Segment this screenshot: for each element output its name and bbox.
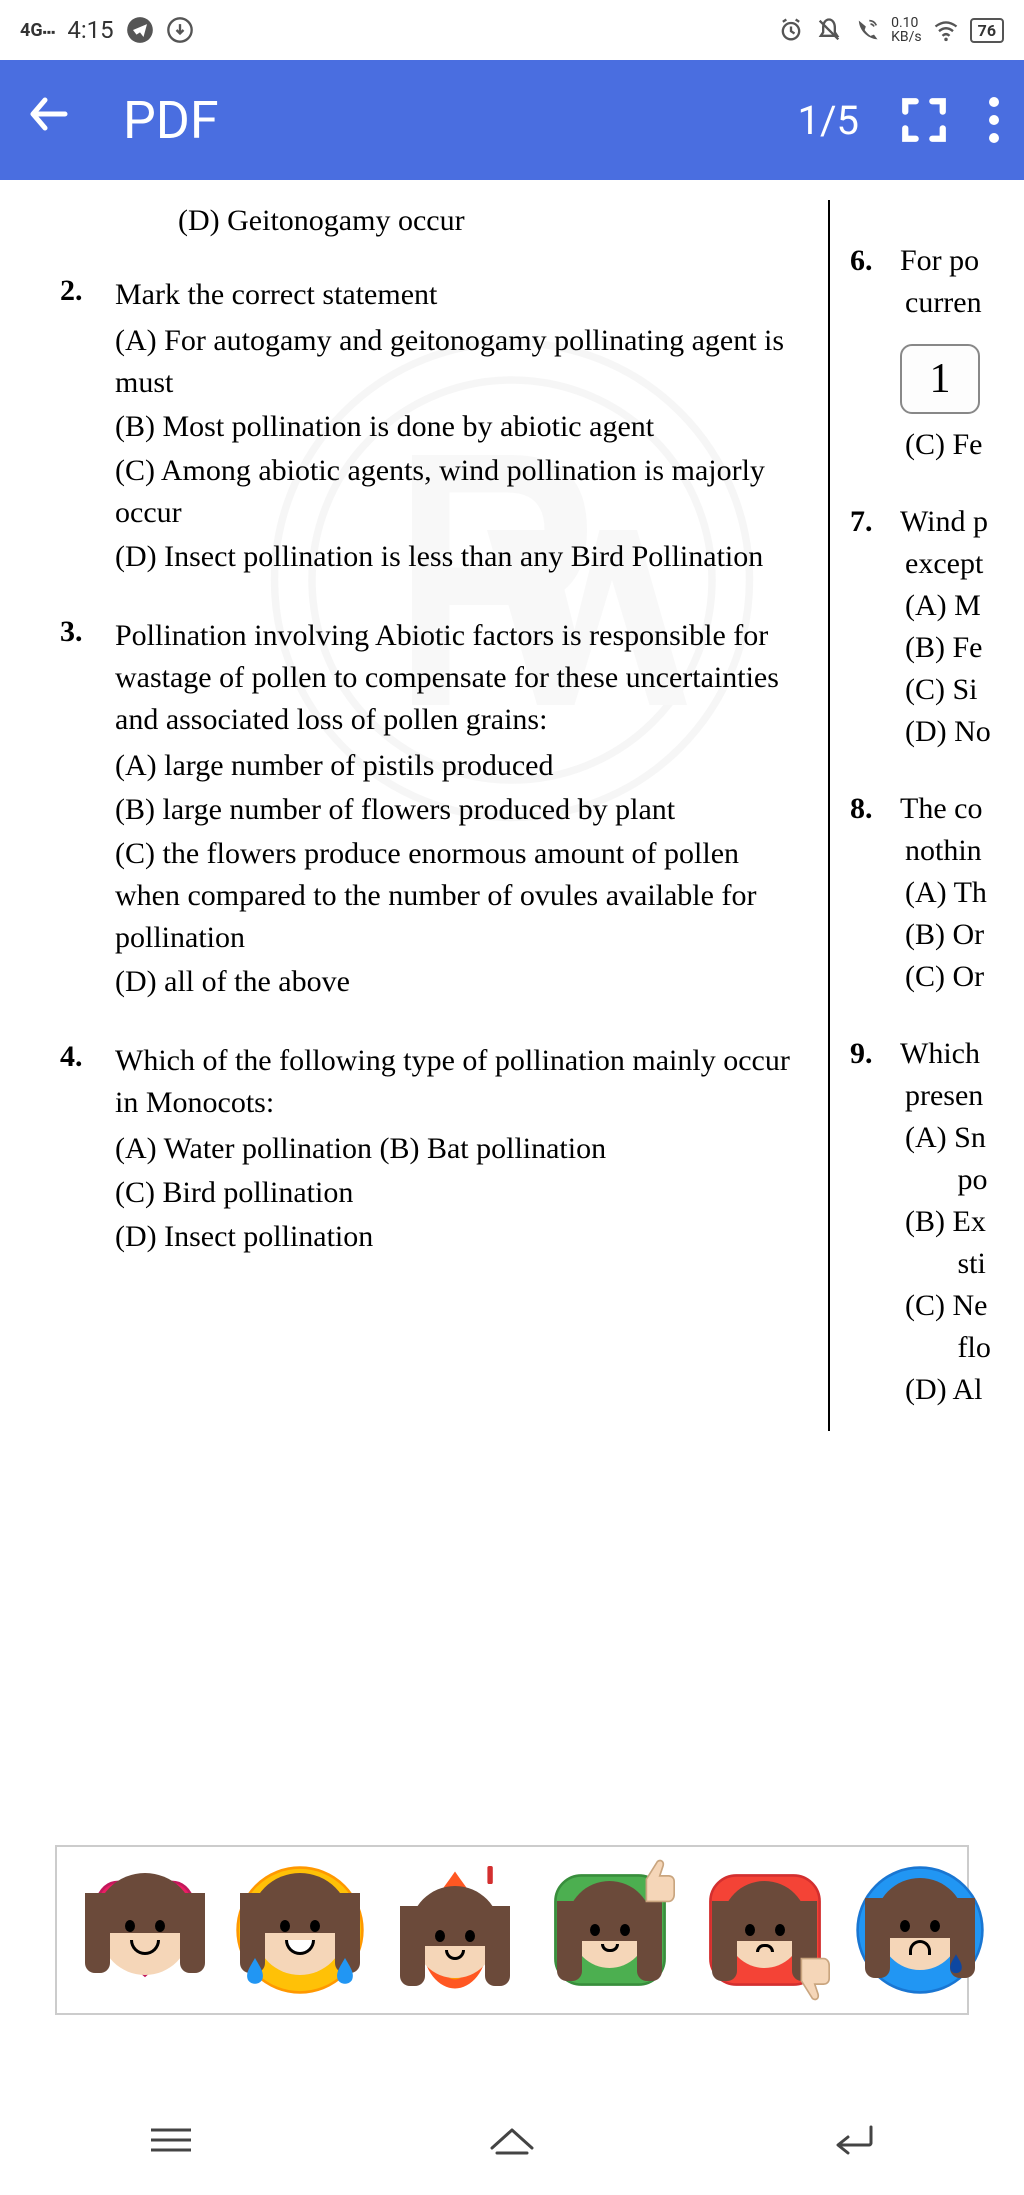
dnd-icon — [815, 16, 843, 44]
option-c: (C) the flowers produce enormous amount … — [115, 833, 808, 959]
back-button[interactable] — [25, 90, 73, 150]
question-text: Which of the following type of pollinati… — [115, 1040, 808, 1124]
emoji-reactions-bar — [55, 1845, 969, 2015]
question-7: 7.Wind p except (A) M (B) Fe (C) Si (D) … — [850, 501, 994, 753]
download-icon — [166, 16, 194, 44]
option-c: (C) Among abiotic agents, wind pollinati… — [115, 450, 808, 534]
question-9: 9.Which presen (A) Sn po (B) Ex sti (C) … — [850, 1033, 994, 1411]
app-bar: PDF 1/5 — [0, 60, 1024, 180]
option-d: (D) Insect pollination is less than any … — [115, 536, 808, 578]
option-d: (D) Insect pollination — [115, 1216, 808, 1258]
question-8: 8.The co nothin (A) Th (B) Or (C) Or — [850, 788, 994, 998]
nav-home-button[interactable] — [477, 2115, 547, 2165]
option-fragment: (C) Fe — [850, 424, 994, 466]
right-column: 6.For po curren 1 (C) Fe 7.Wind p except… — [830, 200, 994, 1431]
clock: 4:15 — [67, 16, 113, 44]
page-indicator: 1/5 — [798, 97, 859, 144]
fullscreen-button[interactable] — [899, 95, 949, 145]
signal-indicator: 4G▪▪▪ — [20, 20, 55, 41]
nav-recent-button[interactable] — [136, 2115, 206, 2165]
data-rate: 0.10KB/s — [891, 16, 922, 44]
question-3: 3. Pollination involving Abiotic factors… — [60, 615, 808, 1005]
options-inline: (A) Water pollination (B) Bat pollinatio… — [115, 1128, 808, 1170]
question-4: 4. Which of the following type of pollin… — [60, 1040, 808, 1260]
emoji-thumbs-up[interactable] — [545, 1865, 675, 1995]
android-nav-bar — [0, 2085, 1024, 2195]
pdf-viewer[interactable]: (D) Geitonogamy occur 2. Mark the correc… — [0, 180, 1024, 1451]
question-6: 6.For po curren — [850, 240, 994, 324]
question-text: Mark the correct statement — [115, 274, 808, 316]
telegram-icon — [126, 16, 154, 44]
call-wifi-icon — [853, 16, 881, 44]
question-2: 2. Mark the correct statement (A) For au… — [60, 274, 808, 580]
emoji-laugh[interactable] — [235, 1865, 365, 1995]
emoji-heart[interactable] — [80, 1865, 210, 1995]
question-number: 4. — [60, 1040, 115, 1260]
emoji-fire[interactable] — [390, 1865, 520, 1995]
option-c: (C) Bird pollination — [115, 1172, 808, 1214]
option-b: (B) Most pollination is done by abiotic … — [115, 406, 808, 448]
app-title: PDF — [123, 90, 798, 151]
status-left: 4G▪▪▪ 4:15 — [20, 16, 194, 44]
status-bar: 4G▪▪▪ 4:15 0.10KB/s 76 — [0, 0, 1024, 60]
more-options-button[interactable] — [989, 97, 999, 143]
question-number: 3. — [60, 615, 115, 1005]
orphan-option: (D) Geitonogamy occur — [60, 200, 808, 242]
battery-indicator: 76 — [970, 18, 1004, 43]
option-d: (D) all of the above — [115, 961, 808, 1003]
status-right: 0.10KB/s 76 — [777, 16, 1004, 44]
alarm-icon — [777, 16, 805, 44]
question-number: 2. — [60, 274, 115, 580]
page-badge: 1 — [900, 344, 980, 414]
question-text: Pollination involving Abiotic factors is… — [115, 615, 808, 741]
option-a: (A) For autogamy and geitonogamy pollina… — [115, 320, 808, 404]
option-b: (B) large number of flowers produced by … — [115, 789, 808, 831]
option-a: (A) large number of pistils produced — [115, 745, 808, 787]
emoji-thumbs-down[interactable] — [700, 1865, 830, 1995]
left-column: (D) Geitonogamy occur 2. Mark the correc… — [60, 200, 830, 1431]
emoji-sad[interactable] — [855, 1865, 985, 1995]
nav-back-button[interactable] — [818, 2115, 888, 2165]
wifi-icon — [932, 16, 960, 44]
